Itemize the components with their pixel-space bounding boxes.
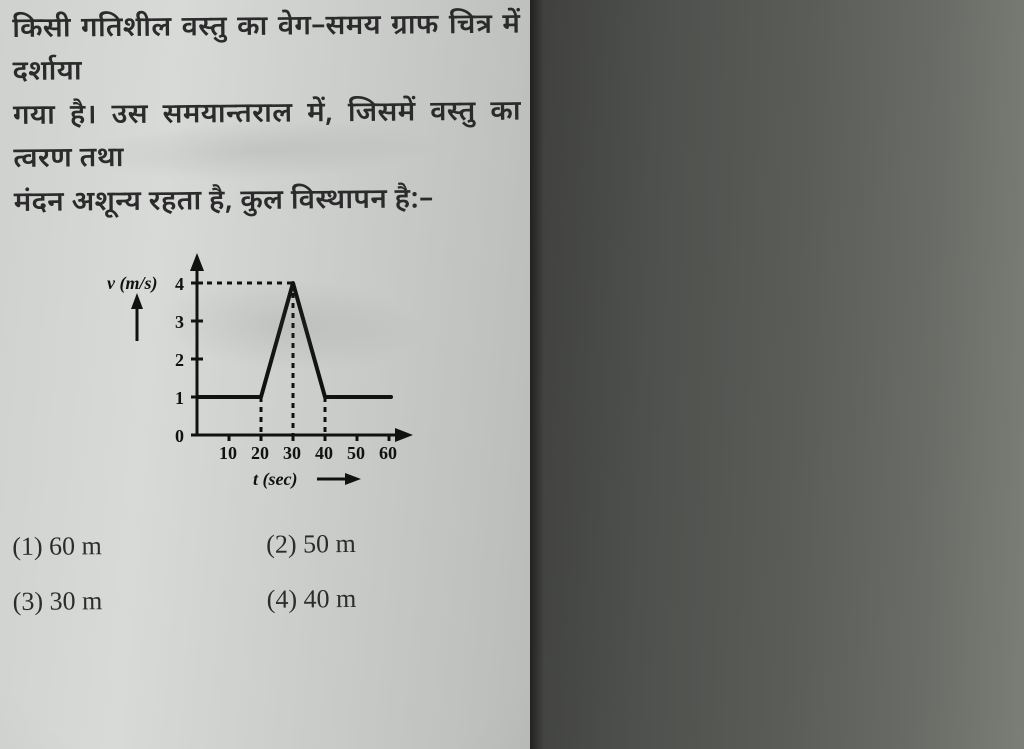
y-tick-4: 4 xyxy=(175,274,184,294)
page-left: किसी गतिशील वस्तु का वेग–समय ग्राफ चित्र… xyxy=(0,0,530,749)
x-tick-10: 10 xyxy=(219,443,237,463)
question-line-2: गया है। उस समयान्तराल में, जिसमें वस्तु … xyxy=(13,95,521,179)
velocity-time-graph: v (m/s) 0 1 2 3 4 xyxy=(101,245,431,495)
option-4[interactable]: (4) 40 m xyxy=(266,570,520,627)
y-tick-1: 1 xyxy=(175,388,184,408)
y-axis-label: v (m/s) xyxy=(107,273,157,294)
x-tick-60: 60 xyxy=(379,443,397,463)
option-1[interactable]: (1) 60 m xyxy=(12,517,266,574)
question-text: किसी गतिशील वस्तु का वेग–समय ग्राफ चित्र… xyxy=(12,6,522,227)
option-3[interactable]: (3) 30 m xyxy=(12,572,266,629)
y-tick-3: 3 xyxy=(175,312,184,332)
x-tick-20: 20 xyxy=(251,443,269,463)
x-axis-arrow xyxy=(395,428,413,442)
x-tick-40: 40 xyxy=(315,443,333,463)
y-axis-arrow xyxy=(190,253,204,271)
y-ticks: 0 1 2 3 4 xyxy=(175,274,203,446)
y-axis-label-arrow-head xyxy=(131,293,143,309)
graph-container: v (m/s) 0 1 2 3 4 xyxy=(12,245,520,495)
x-ticks: 10 20 30 40 50 60 xyxy=(219,435,397,463)
option-2[interactable]: (2) 50 m xyxy=(266,515,520,572)
velocity-trace xyxy=(197,283,391,397)
x-tick-50: 50 xyxy=(347,443,365,463)
x-tick-30: 30 xyxy=(283,443,301,463)
y-tick-0: 0 xyxy=(175,426,184,446)
x-axis-label: t (sec) xyxy=(253,469,297,490)
options: (1) 60 m (2) 50 m (3) 30 m (4) 40 m xyxy=(12,515,521,629)
question-line-3: मंदन अशून्य रहता है, कुल विस्थापन है:– xyxy=(14,183,434,223)
question-line-1: किसी गतिशील वस्तु का वेग–समय ग्राफ चित्र… xyxy=(12,9,520,93)
y-tick-2: 2 xyxy=(175,350,184,370)
page-right-dark xyxy=(530,0,1024,749)
x-axis-label-arrow-head xyxy=(345,473,361,485)
